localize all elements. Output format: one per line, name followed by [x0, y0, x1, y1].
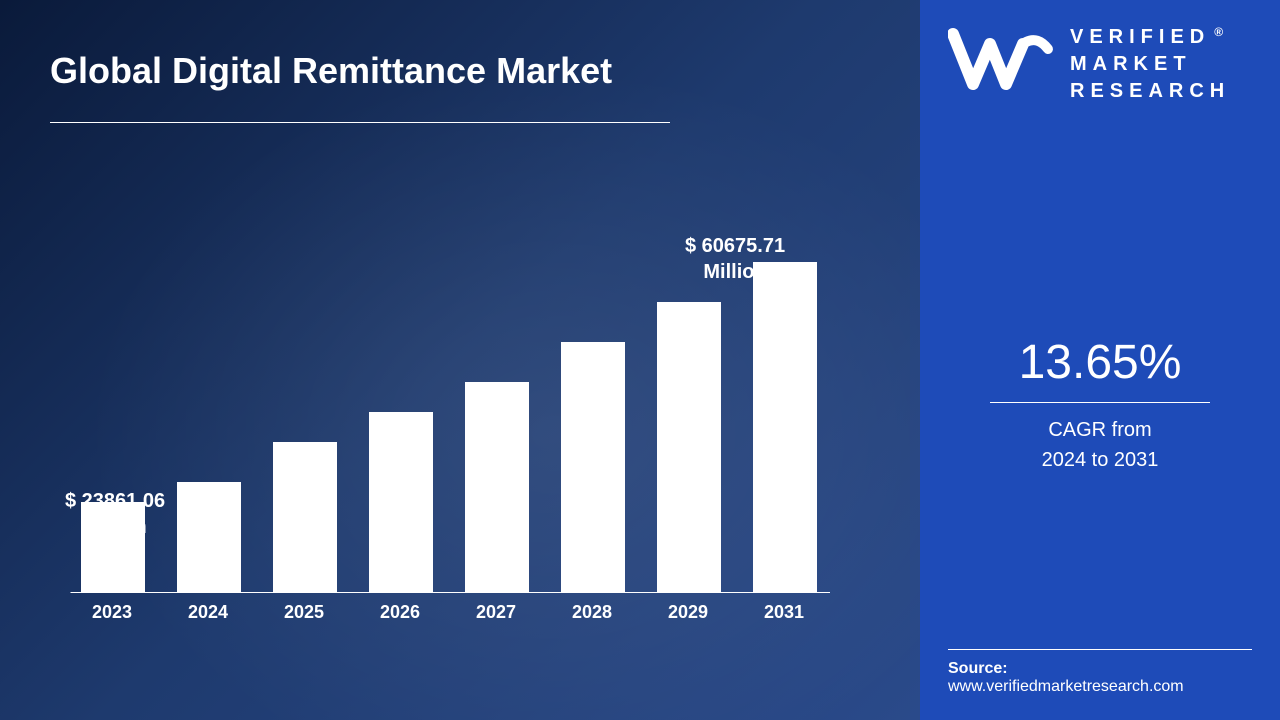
source-label: Source: [948, 660, 1252, 678]
logo-line2: MARKET [1070, 53, 1192, 75]
x-axis-labels: 2023 2024 2025 2026 2027 2028 2029 2031 [80, 602, 840, 623]
bar-2026 [369, 412, 433, 592]
x-label: 2026 [368, 602, 432, 623]
chart-title: Global Digital Remittance Market [50, 50, 870, 92]
bar-group [81, 502, 145, 592]
x-label: 2023 [80, 602, 144, 623]
logo-mark-icon [948, 24, 1058, 94]
x-label: 2024 [176, 602, 240, 623]
logo-line3: RESEARCH [1070, 80, 1230, 102]
bar-2028 [561, 342, 625, 592]
bar-2029 [657, 302, 721, 592]
source-block: Source: www.verifiedmarketresearch.com [948, 649, 1252, 696]
bar-group [561, 342, 625, 592]
registered-icon: ® [1214, 25, 1223, 39]
logo: VERIFIED ® MARKET RESEARCH [948, 24, 1252, 105]
source-url: www.verifiedmarketresearch.com [948, 678, 1252, 696]
bar-group [177, 482, 241, 592]
cagr-label-line1: CAGR from [1048, 419, 1151, 441]
x-label: 2025 [272, 602, 336, 623]
bar-group [657, 302, 721, 592]
x-label: 2028 [560, 602, 624, 623]
source-divider [948, 649, 1252, 650]
x-label: 2031 [752, 602, 816, 623]
bar-2025 [273, 442, 337, 592]
cagr-underline [990, 402, 1210, 403]
bar-2023 [81, 502, 145, 592]
right-panel: VERIFIED ® MARKET RESEARCH 13.65% CAGR fr… [920, 0, 1280, 720]
logo-text: VERIFIED ® MARKET RESEARCH [1070, 24, 1230, 105]
cagr-value: 13.65% [948, 335, 1252, 390]
x-label: 2027 [464, 602, 528, 623]
bar-group [465, 382, 529, 592]
cagr-block: 13.65% CAGR from 2024 to 2031 [948, 335, 1252, 475]
cagr-label: CAGR from 2024 to 2031 [948, 415, 1252, 475]
bar-2031 [753, 262, 817, 592]
bar-group [273, 442, 337, 592]
bar-2024 [177, 482, 241, 592]
bar-2027 [465, 382, 529, 592]
left-panel: Global Digital Remittance Market $ 23861… [0, 0, 920, 720]
x-label: 2029 [656, 602, 720, 623]
bar-group [369, 412, 433, 592]
bar-chart: $ 23861.06 Million $ 60675.71 Million 20… [50, 183, 850, 643]
bar-group [753, 262, 817, 592]
cagr-label-line2: 2024 to 2031 [1042, 449, 1159, 471]
logo-line1: VERIFIED [1070, 26, 1210, 48]
chart-bars [70, 213, 830, 593]
title-underline [50, 122, 670, 123]
